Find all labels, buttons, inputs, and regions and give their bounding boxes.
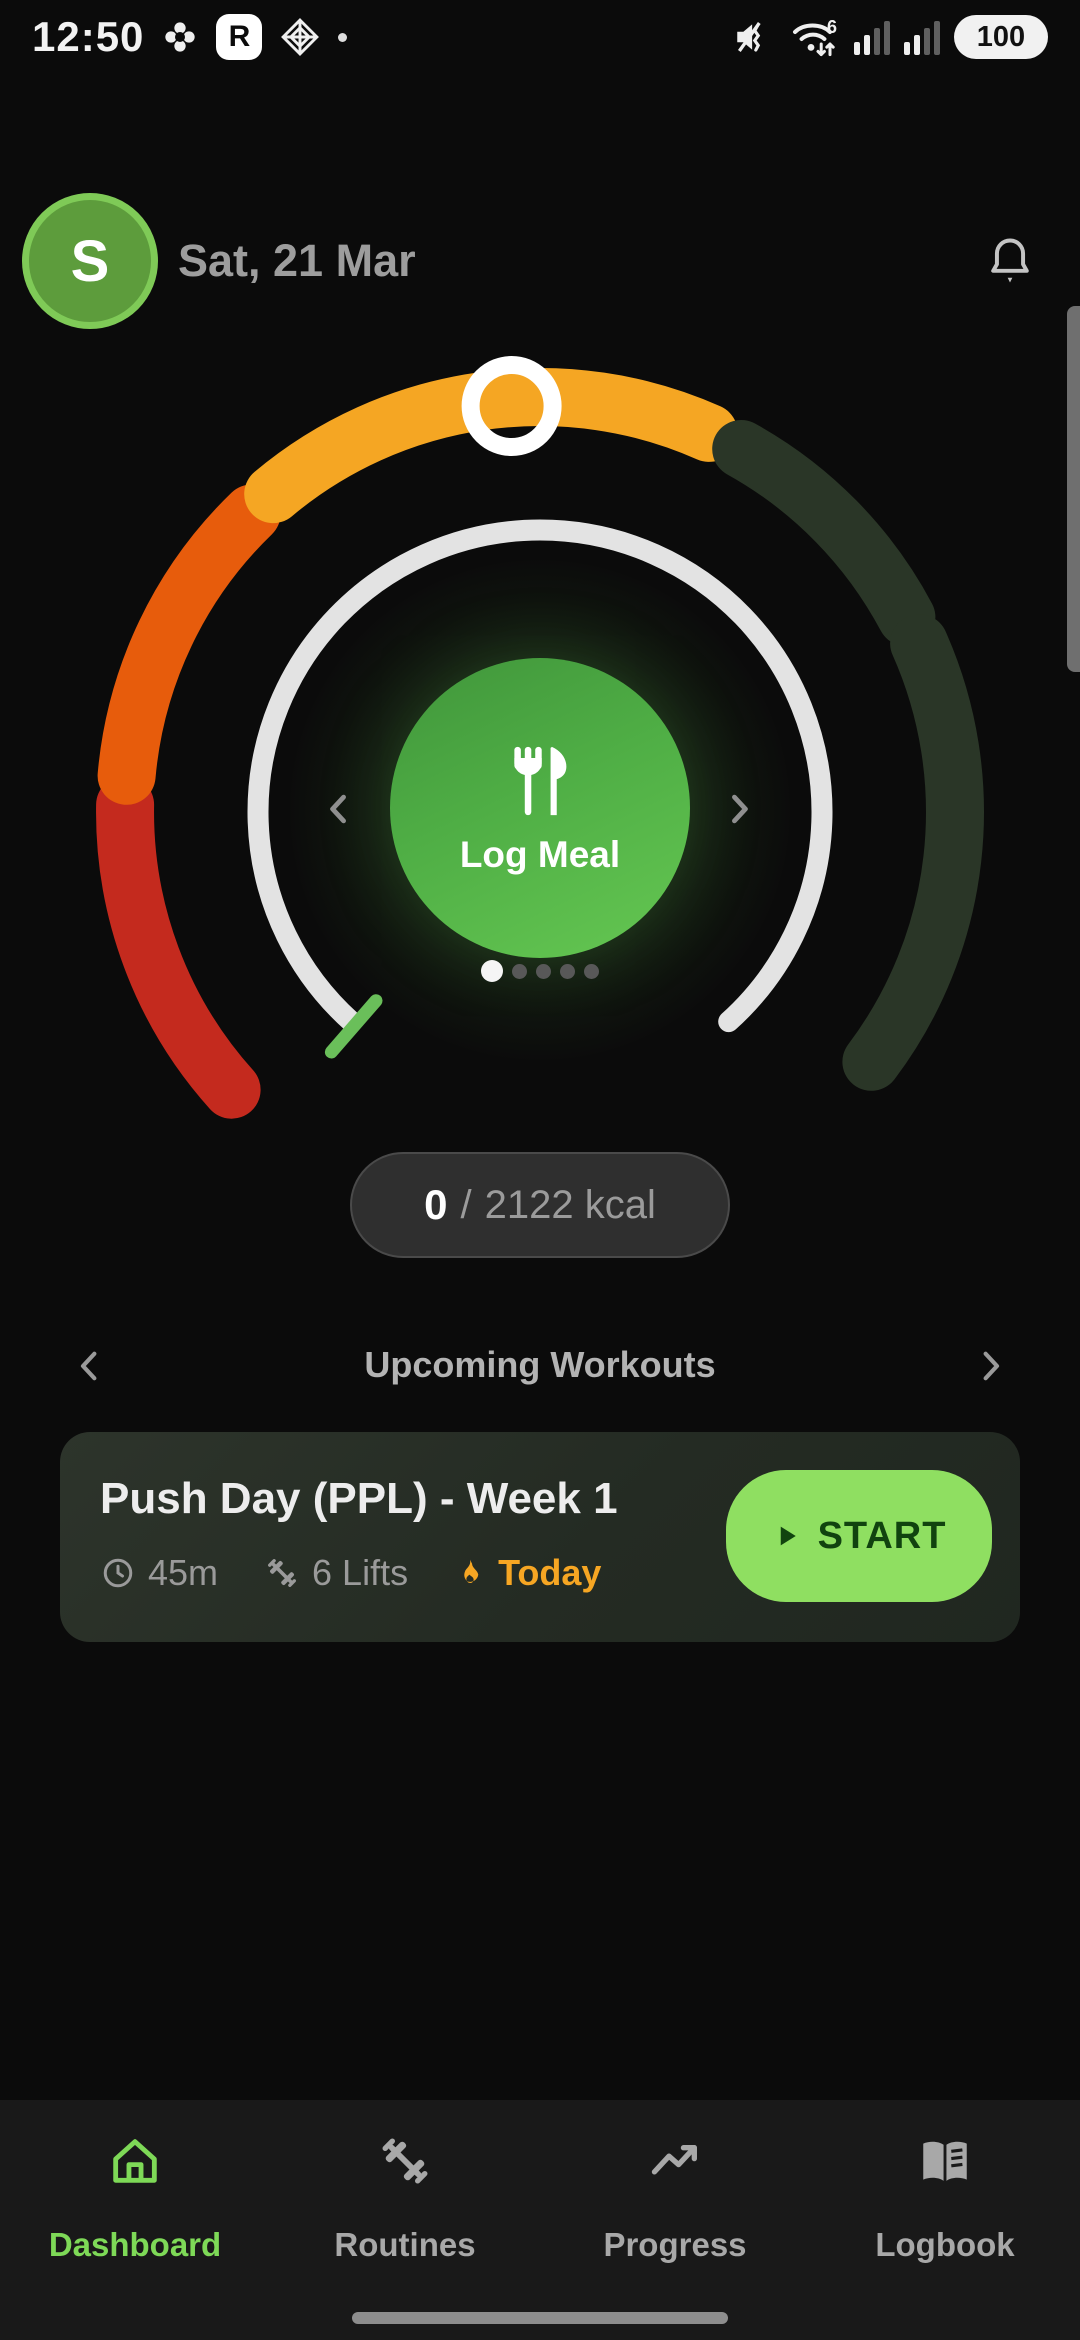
svg-text:6: 6 [827, 17, 837, 37]
nav-item-progress[interactable]: Progress [540, 2100, 810, 2340]
fork-knife-icon [514, 746, 567, 816]
gauge-segment [712, 420, 936, 647]
signal-bars-icon [904, 19, 940, 55]
gauge-segment [244, 368, 738, 524]
chevron-right-icon [983, 1351, 1000, 1381]
workout-title: Push Day (PPL) - Week 1 [100, 1474, 618, 1523]
status-bar: 12:50 R [0, 0, 1080, 74]
workout-due: Today [498, 1552, 602, 1593]
gauge-prev-button[interactable] [316, 786, 362, 832]
page-dot[interactable] [536, 963, 551, 979]
workout-exercise-count: 6 Lifts [312, 1552, 409, 1593]
page-dot[interactable] [512, 963, 527, 979]
start-label: START [817, 1514, 947, 1557]
workouts-next-button[interactable] [966, 1342, 1014, 1390]
home-indicator[interactable] [352, 2312, 728, 2324]
avatar[interactable]: S [22, 193, 158, 329]
battery-indicator: 100 [954, 15, 1048, 59]
gauge-segment [96, 775, 261, 1119]
scrollbar-thumb[interactable] [1067, 306, 1080, 672]
nav-item-logbook[interactable]: Logbook [810, 2100, 1080, 2340]
upcoming-workouts-header: Upcoming Workouts [0, 1330, 1080, 1402]
dumbbell-icon [268, 1559, 296, 1587]
bell-icon [991, 238, 1029, 283]
section-title: Upcoming Workouts [364, 1344, 716, 1385]
chevron-left-icon [330, 794, 346, 824]
calories-current: 0 [424, 1181, 448, 1228]
workout-meta: 45m 6 Lifts Today [100, 1552, 601, 1594]
dumbbell-icon [382, 2138, 428, 2184]
nav-label: Dashboard [48, 2226, 222, 2263]
gauge-page-dots[interactable] [0, 960, 1080, 982]
book-icon [923, 2141, 967, 2181]
play-icon [780, 1526, 796, 1546]
r-app-icon: R [216, 14, 263, 60]
workouts-prev-button[interactable] [66, 1342, 114, 1390]
chevron-left-icon [80, 1351, 97, 1381]
nav-label: Logbook [875, 2226, 1015, 2263]
nav-item-dashboard[interactable]: Dashboard [0, 2100, 270, 2340]
page-dot[interactable] [481, 960, 503, 982]
status-bar-left: 12:50 R [32, 13, 348, 61]
signal-bars-icon [854, 19, 890, 55]
trending-up-icon [651, 2145, 697, 2175]
nav-label: Routines [334, 2226, 476, 2263]
header: S Sat, 21 Mar [22, 190, 1040, 332]
flame-icon [464, 1559, 479, 1583]
calories-target: 2122 kcal [484, 1182, 656, 1227]
bottom-nav: Dashboard Routines Progress [0, 2100, 1080, 2340]
header-date: Sat, 21 Mar [178, 235, 416, 286]
avatar-initial: S [70, 228, 110, 294]
gauge-marker [461, 356, 562, 456]
home-icon [113, 2139, 157, 2183]
page-dot[interactable] [584, 963, 599, 979]
fan-icon [160, 17, 200, 57]
page-dot[interactable] [560, 963, 575, 979]
nav-item-routines[interactable]: Routines [270, 2100, 540, 2340]
clock-time: 12:50 [32, 13, 145, 60]
nav-label: Progress [603, 2226, 747, 2263]
wifi-6-icon: 6 [788, 13, 840, 61]
clock-icon [103, 1558, 133, 1588]
workout-card[interactable]: Push Day (PPL) - Week 1 45m 6 Lifts [60, 1432, 1020, 1642]
status-bar-right: 6 100 [732, 13, 1048, 61]
gauge-start-tick [324, 994, 383, 1059]
diamond-icon [278, 15, 322, 59]
gauge-next-button[interactable] [716, 786, 762, 832]
gauge-segment [842, 614, 984, 1091]
notification-dot-icon [338, 32, 348, 42]
calorie-summary-pill: 0 / 2122 kcal [350, 1152, 730, 1258]
mute-vibrate-icon [732, 16, 774, 58]
log-meal-button[interactable]: Log Meal [390, 658, 690, 958]
notifications-button[interactable] [980, 231, 1040, 291]
log-meal-label: Log Meal [459, 834, 621, 875]
gauge-segment [97, 484, 281, 805]
chevron-right-icon [732, 794, 748, 824]
workout-duration: 45m [148, 1552, 219, 1593]
start-workout-button[interactable]: START [726, 1470, 992, 1602]
calories-separator: / [460, 1182, 472, 1227]
